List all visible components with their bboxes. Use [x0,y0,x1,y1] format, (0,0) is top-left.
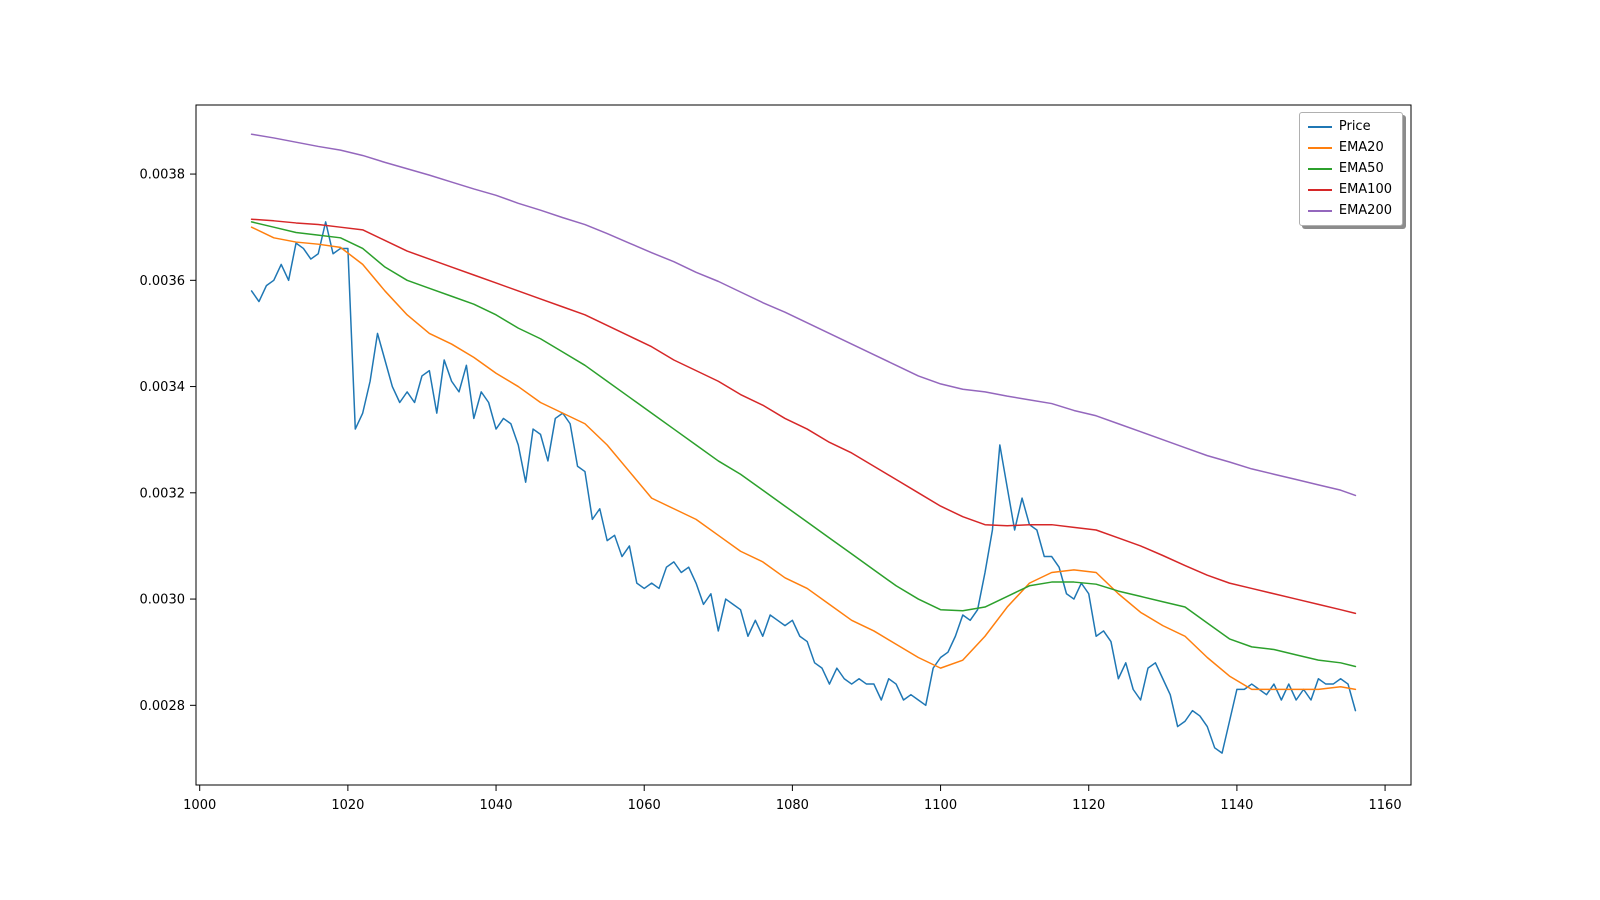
y-tick-label: 0.0036 [140,274,186,289]
y-tick-label: 0.0028 [140,699,186,714]
x-tick-label: 1040 [479,798,512,813]
legend-line-ema50-icon [1307,167,1332,170]
x-tick-label: 1060 [628,798,661,813]
legend-label-ema100: EMA100 [1338,182,1392,197]
series-line-ema20 [250,226,1357,691]
legend-label-ema200: EMA200 [1338,203,1392,218]
legend-line-ema200-icon [1307,209,1332,212]
legend-label-price: Price [1338,119,1371,134]
y-tick-label: 0.0030 [140,593,186,608]
legend-line-ema20-icon [1307,146,1332,149]
legend-label-ema20: EMA20 [1338,140,1384,155]
legend-label-ema50: EMA50 [1338,161,1384,176]
legend-item-ema200: EMA200 [1307,202,1392,219]
legend-item-ema20: EMA20 [1307,139,1392,156]
x-tick-label: 1080 [776,798,809,813]
legend-item-price: Price [1307,118,1392,135]
legend-item-ema50: EMA50 [1307,160,1392,177]
legend-item-ema100: EMA100 [1307,181,1392,198]
y-tick-label: 0.0038 [140,168,186,183]
legend-line-price-icon [1307,125,1332,128]
series-line-ema50 [250,221,1357,668]
series-line-ema200 [250,133,1357,497]
legend: Price EMA20 EMA50 EMA100 EMA200 [1298,112,1403,226]
x-tick-label: 1020 [331,798,364,813]
y-tick-label: 0.0032 [140,486,186,501]
x-tick-label: 1120 [1072,798,1105,813]
x-tick-label: 1100 [924,798,957,813]
legend-line-ema100-icon [1307,188,1332,191]
series-line-price [250,221,1357,754]
axes-spines [195,104,1412,786]
series-line-ema100 [250,218,1357,615]
y-tick-label: 0.0034 [140,380,186,395]
x-tick-label: 1140 [1220,798,1253,813]
x-tick-label: 1160 [1369,798,1402,813]
x-tick-label: 1000 [183,798,216,813]
